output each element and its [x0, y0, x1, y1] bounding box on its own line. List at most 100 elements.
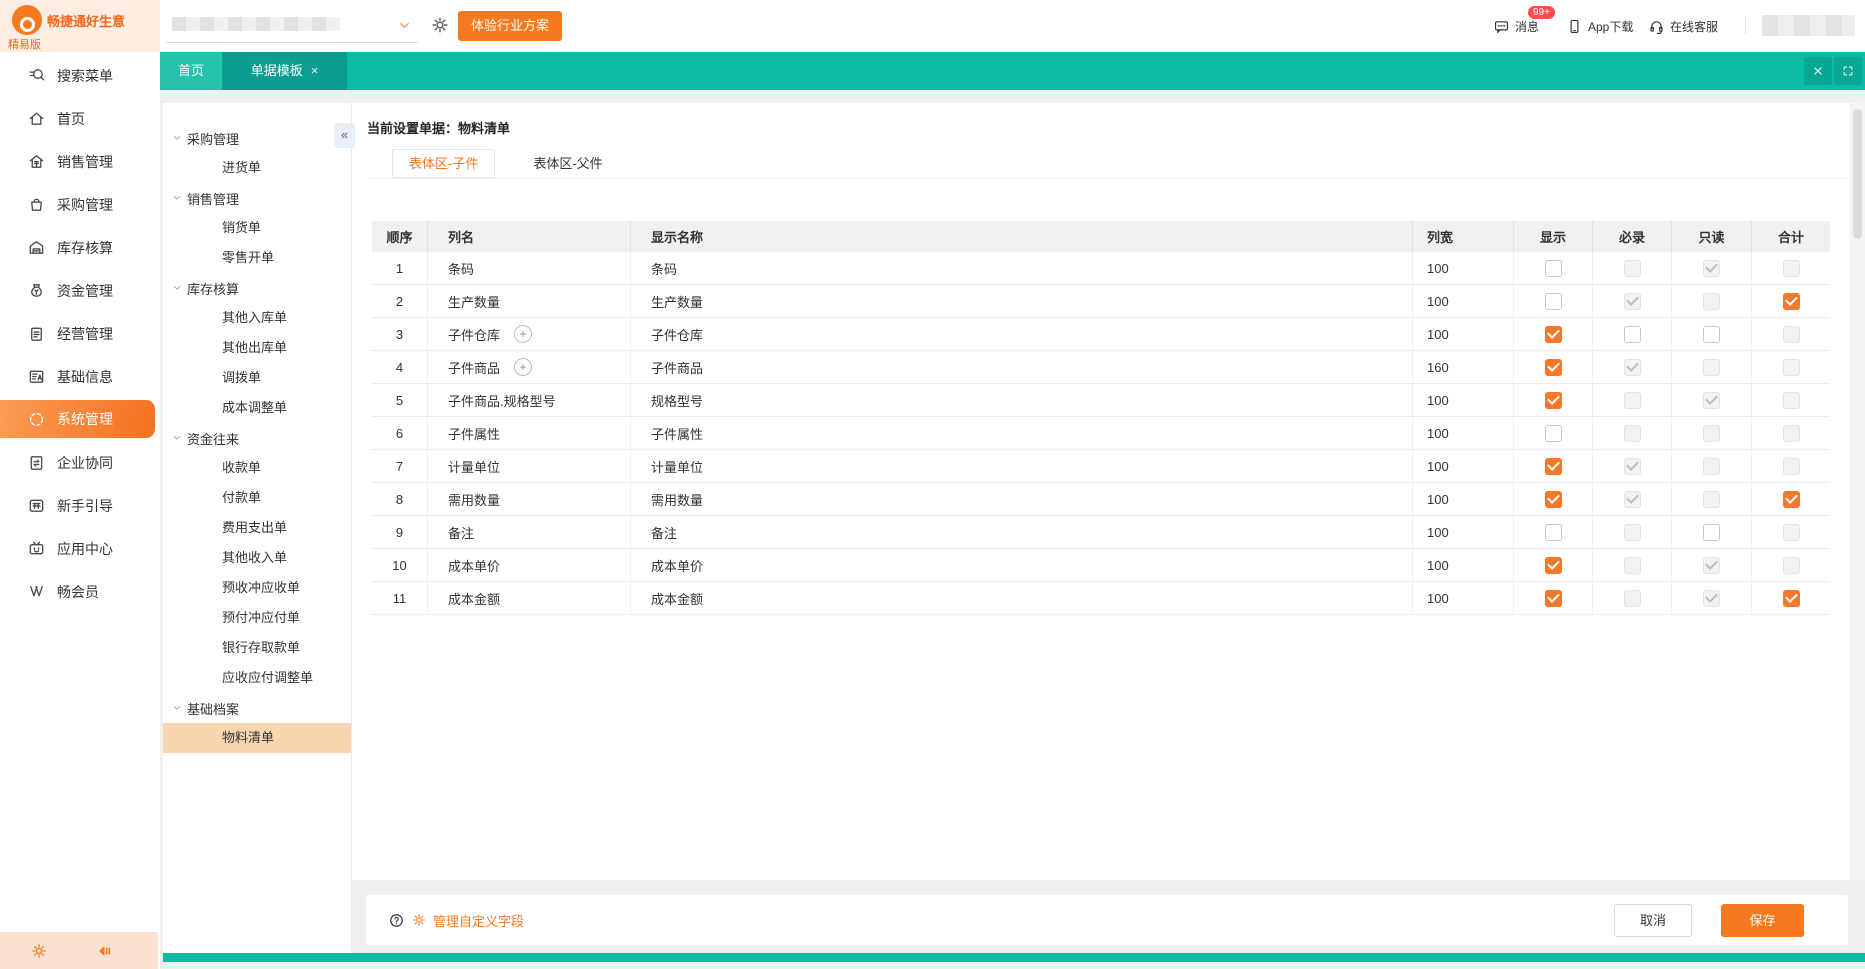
- sidebar-item-collab[interactable]: 企业协同: [0, 441, 160, 484]
- checkbox-total[interactable]: [1782, 292, 1800, 310]
- sidebar-item-funds[interactable]: 资金管理: [0, 269, 160, 312]
- display-name-cell[interactable]: 生产数量: [631, 285, 1413, 317]
- tree-item[interactable]: 零售开单: [222, 250, 275, 265]
- sidebar-item-apps[interactable]: 应用中心: [0, 527, 160, 570]
- width-cell[interactable]: 100: [1413, 516, 1514, 548]
- checkbox-readonly[interactable]: [1703, 523, 1720, 541]
- tree-item[interactable]: 其他入库单: [222, 310, 288, 325]
- tab-home[interactable]: 首页: [160, 52, 222, 90]
- checkbox-total[interactable]: [1782, 490, 1800, 508]
- sidebar-item-system[interactable]: 系统管理: [0, 400, 155, 438]
- tree-item[interactable]: 银行存取款单: [222, 640, 301, 655]
- tree-item[interactable]: 其他出库单: [222, 340, 288, 355]
- add-circle-icon[interactable]: +: [514, 358, 533, 376]
- sidebar-item-guide[interactable]: 新手引导: [0, 484, 160, 527]
- sidebar-item-baseinfo[interactable]: 基础信息: [0, 355, 160, 398]
- tree-item[interactable]: 其他收入单: [222, 550, 288, 565]
- manage-custom-fields-link[interactable]: 管理自定义字段: [388, 895, 524, 945]
- question-circle-icon[interactable]: [388, 912, 405, 929]
- tree-item[interactable]: 预收冲应收单: [222, 580, 301, 595]
- user-account-redacted[interactable]: [1762, 15, 1855, 36]
- display-name-cell[interactable]: 需用数量: [631, 483, 1413, 515]
- chevron-down-icon[interactable]: [397, 18, 412, 33]
- checkbox-readonly[interactable]: [1703, 325, 1720, 343]
- settings-gear-icon[interactable]: [30, 942, 48, 960]
- col-name-text: 计量单位: [448, 459, 501, 475]
- checkbox-show[interactable]: [1544, 358, 1562, 376]
- messages-button[interactable]: 消息: [1493, 16, 1539, 36]
- tree-item[interactable]: 成本调整单: [222, 400, 288, 415]
- tab-doc-template[interactable]: 单据模板 ×: [222, 52, 347, 90]
- gear-icon[interactable]: [430, 15, 450, 35]
- sidebar-item-operations[interactable]: 经营管理: [0, 312, 160, 355]
- account-select-redacted[interactable]: [172, 17, 340, 31]
- width-cell[interactable]: 100: [1413, 252, 1514, 284]
- checkbox-show[interactable]: [1544, 556, 1562, 574]
- tree-item[interactable]: 物料清单: [163, 723, 351, 753]
- sidebar-item-sales[interactable]: 销售管理: [0, 140, 160, 183]
- checkbox-show[interactable]: [1544, 589, 1562, 607]
- checkbox-required[interactable]: [1623, 325, 1641, 343]
- display-name-cell[interactable]: 成本金额: [631, 582, 1413, 614]
- display-name-cell[interactable]: 子件属性: [631, 417, 1413, 449]
- width-cell[interactable]: 100: [1413, 450, 1514, 482]
- width-cell[interactable]: 160: [1413, 351, 1514, 383]
- add-circle-icon[interactable]: +: [514, 325, 533, 343]
- checkbox-show[interactable]: [1544, 391, 1562, 409]
- tree-item[interactable]: 预付冲应付单: [222, 610, 301, 625]
- tree-group[interactable]: 基础档案: [163, 693, 351, 723]
- checkbox-show[interactable]: [1544, 292, 1562, 310]
- checkbox-show[interactable]: [1544, 457, 1562, 475]
- display-name-cell[interactable]: 备注: [631, 516, 1413, 548]
- tree-group[interactable]: 资金往来: [163, 423, 351, 453]
- checkbox-show[interactable]: [1544, 325, 1562, 343]
- tree-item[interactable]: 调拨单: [222, 370, 262, 385]
- scrollbar-thumb[interactable]: [1853, 109, 1862, 239]
- tree-group[interactable]: 采购管理: [163, 123, 351, 153]
- scrollbar-track[interactable]: [1850, 103, 1865, 880]
- online-service-button[interactable]: 在线客服: [1648, 16, 1718, 36]
- width-cell[interactable]: 100: [1413, 285, 1514, 317]
- checkbox-show[interactable]: [1544, 259, 1562, 277]
- collapse-tree-button[interactable]: «: [334, 123, 355, 148]
- checkbox-total[interactable]: [1782, 589, 1800, 607]
- width-cell[interactable]: 100: [1413, 582, 1514, 614]
- tree-item[interactable]: 费用支出单: [222, 520, 288, 535]
- display-name-cell[interactable]: 规格型号: [631, 384, 1413, 416]
- checkbox-show[interactable]: [1544, 490, 1562, 508]
- app-download-button[interactable]: App下载: [1566, 16, 1633, 36]
- tree-item[interactable]: 应收应付调整单: [222, 670, 314, 685]
- checkbox-show[interactable]: [1544, 523, 1562, 541]
- tab-body-subitem[interactable]: 表体区-子件: [392, 149, 496, 178]
- display-name-cell[interactable]: 成本单价: [631, 549, 1413, 581]
- width-cell[interactable]: 100: [1413, 417, 1514, 449]
- width-cell[interactable]: 100: [1413, 318, 1514, 350]
- tree-item[interactable]: 进货单: [222, 160, 262, 175]
- close-tabs-button[interactable]: [1804, 57, 1832, 85]
- tree-item[interactable]: 付款单: [222, 490, 262, 505]
- save-button[interactable]: 保存: [1721, 904, 1804, 937]
- sidebar-item-inventory[interactable]: 库存核算: [0, 226, 160, 269]
- tab-close-icon[interactable]: ×: [310, 63, 319, 78]
- tree-item[interactable]: 收款单: [222, 460, 262, 475]
- sidebar-item-search[interactable]: 搜索菜单: [0, 54, 160, 97]
- width-cell[interactable]: 100: [1413, 483, 1514, 515]
- tree-group[interactable]: 库存核算: [163, 273, 351, 303]
- sidebar-item-member[interactable]: 畅会员: [0, 570, 160, 613]
- trial-plan-button[interactable]: 体验行业方案: [458, 11, 563, 41]
- checkbox-show[interactable]: [1544, 424, 1562, 442]
- display-name-cell[interactable]: 子件商品: [631, 351, 1413, 383]
- tree-item[interactable]: 销货单: [222, 220, 262, 235]
- tree-group[interactable]: 销售管理: [163, 183, 351, 213]
- width-cell[interactable]: 100: [1413, 384, 1514, 416]
- width-cell[interactable]: 100: [1413, 549, 1514, 581]
- cancel-button[interactable]: 取消: [1614, 904, 1692, 937]
- display-name-cell[interactable]: 子件仓库: [631, 318, 1413, 350]
- display-name-cell[interactable]: 条码: [631, 252, 1413, 284]
- display-name-cell[interactable]: 计量单位: [631, 450, 1413, 482]
- fullscreen-button[interactable]: [1834, 57, 1862, 85]
- sidebar-item-home[interactable]: 首页: [0, 97, 160, 140]
- collapse-sidebar-icon[interactable]: [95, 942, 113, 960]
- tab-body-parent[interactable]: 表体区-父件: [533, 156, 603, 171]
- sidebar-item-purchase[interactable]: 采购管理: [0, 183, 160, 226]
